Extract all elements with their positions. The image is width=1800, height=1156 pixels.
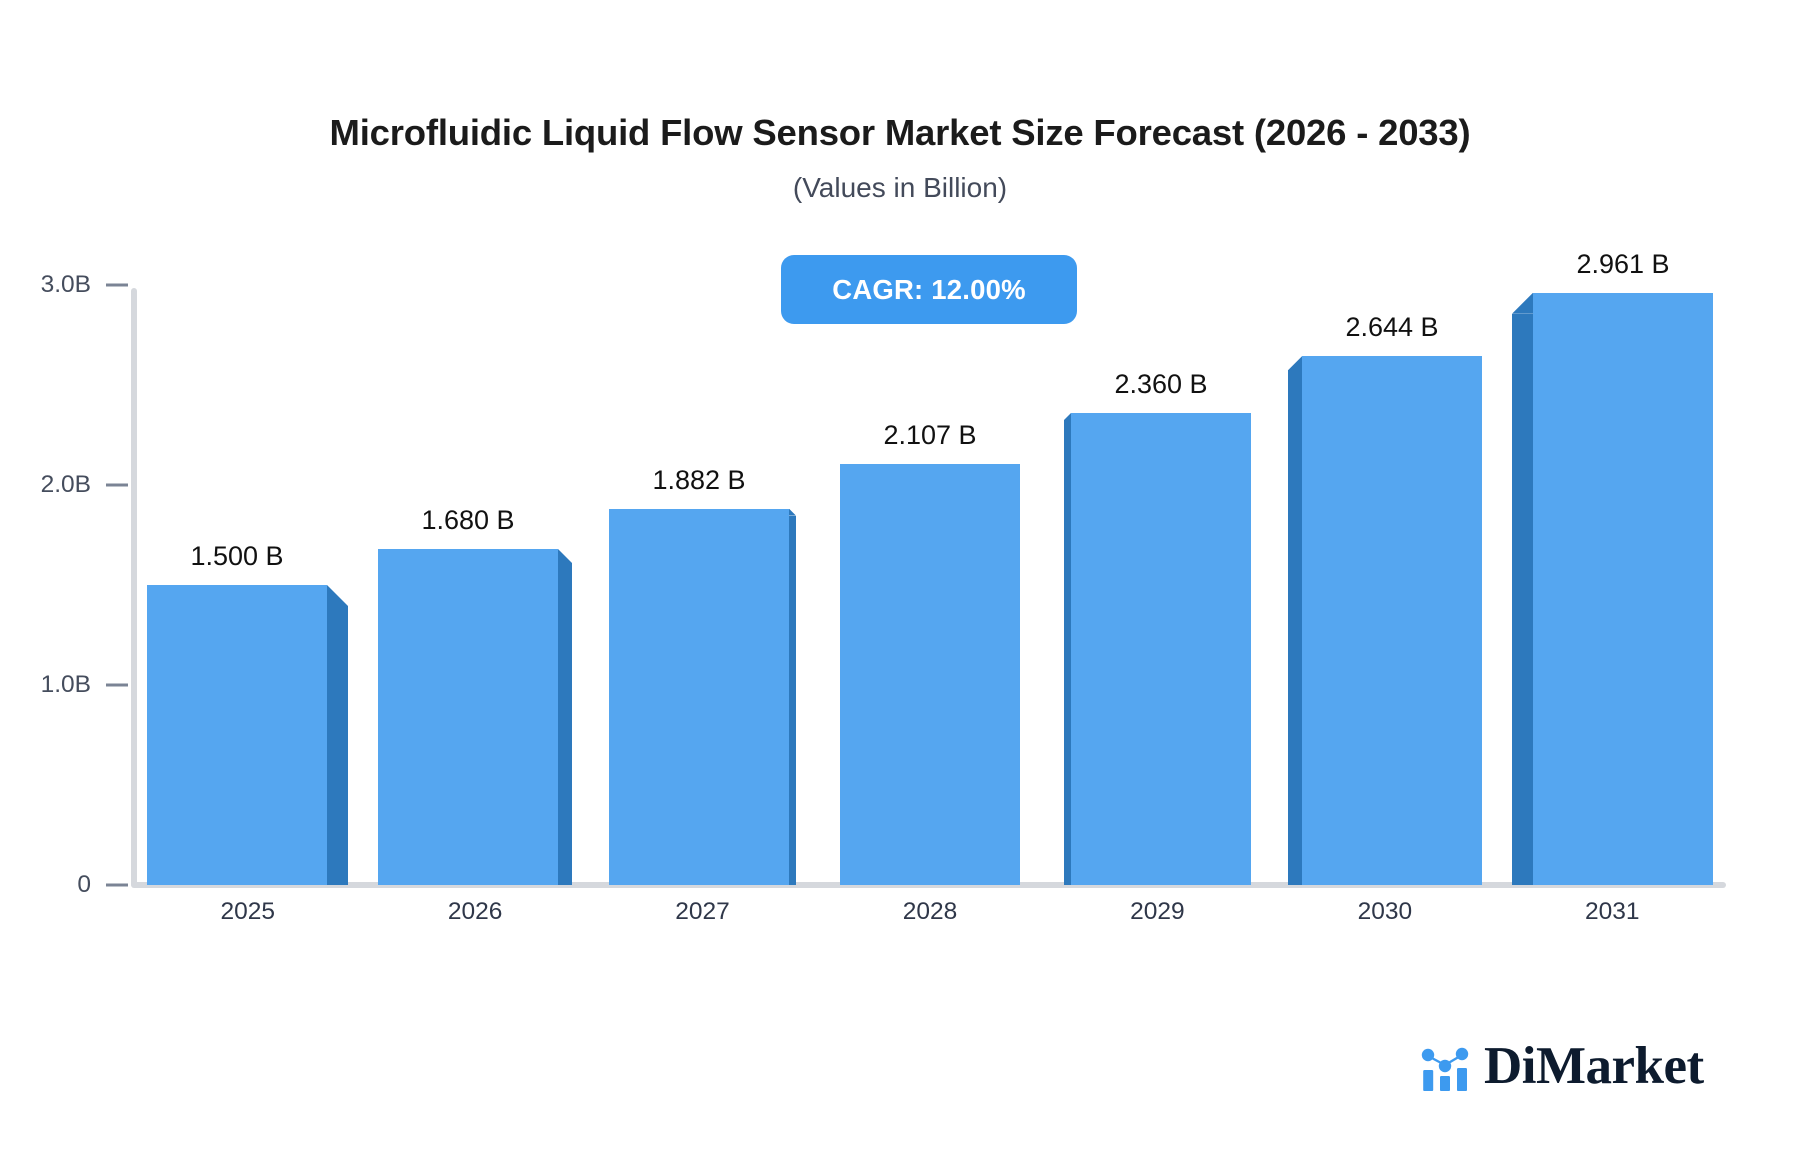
bar-top-bevel (1288, 356, 1302, 371)
x-tick-label: 2028 (902, 898, 958, 925)
bar-chart-trend-icon (1419, 1042, 1471, 1092)
y-tick-dash (106, 883, 128, 887)
bar-value-label: 1.680 B (421, 505, 515, 535)
y-tick-label: 2.0B (40, 471, 91, 498)
bar-front-face (147, 585, 327, 885)
x-tick-label: 2026 (447, 898, 503, 925)
bar-front-face (378, 549, 558, 885)
x-tick-label: 2031 (1585, 898, 1640, 925)
dimarket-logo: DiMarket (1419, 1040, 1704, 1093)
bar[interactable]: 2.644 B (1288, 312, 1482, 885)
bar-top-bevel (1512, 292, 1533, 314)
bar-front-face (1533, 292, 1713, 885)
bar-side-face (1512, 313, 1533, 885)
bar[interactable]: 2.107 B (840, 420, 1020, 885)
cagr-badge: CAGR: 12.00% (781, 255, 1077, 324)
chart-title: Microfluidic Liquid Flow Sensor Market S… (329, 112, 1471, 153)
y-tick-label: 0 (77, 871, 91, 898)
bar-value-label: 2.107 B (883, 419, 977, 450)
bar-front-face (840, 463, 1020, 885)
y-tick-label: 1.0B (40, 671, 91, 698)
bar-top-bevel (1064, 413, 1071, 420)
y-tick-dash (106, 683, 128, 687)
x-axis-line (131, 882, 1726, 888)
bar-top-bevel (327, 585, 348, 606)
bar-top-bevel (789, 508, 796, 516)
bar[interactable]: 2.961 B (1512, 249, 1713, 885)
x-tick-label: 2029 (1130, 898, 1185, 925)
y-tick-label: 3.0B (40, 271, 91, 298)
y-tick-dash (106, 483, 128, 487)
bar-side-face (327, 606, 348, 885)
bar-side-face (1064, 420, 1071, 885)
bar-front-face (1071, 413, 1251, 885)
bar-value-label: 1.500 B (190, 541, 284, 571)
bar-value-label: 2.360 B (1114, 369, 1208, 399)
y-tick-dash (106, 283, 128, 287)
y-axis-line (131, 288, 137, 887)
x-tick-label: 2030 (1357, 898, 1413, 925)
bar-side-face (558, 563, 572, 885)
bar-side-face (789, 515, 796, 885)
bar-value-label: 2.644 B (1345, 312, 1439, 343)
chart-subtitle: (Values in Billion) (792, 172, 1008, 203)
bar[interactable]: 1.500 B (147, 541, 348, 885)
bar-side-face (1288, 370, 1302, 885)
bar[interactable]: 1.882 B (609, 465, 796, 885)
logo-wordmark: DiMarket (1484, 1037, 1704, 1095)
bar-value-label: 2.961 B (1576, 248, 1670, 279)
bar-front-face (1302, 356, 1482, 885)
bar[interactable]: 1.680 B (378, 505, 572, 885)
bar-value-label: 1.882 B (652, 464, 746, 495)
bar-front-face (609, 508, 789, 885)
bar-top-bevel (558, 549, 572, 563)
x-tick-label: 2025 (220, 898, 275, 925)
x-tick-label: 2027 (675, 898, 730, 925)
bar[interactable]: 2.360 B (1064, 369, 1251, 885)
